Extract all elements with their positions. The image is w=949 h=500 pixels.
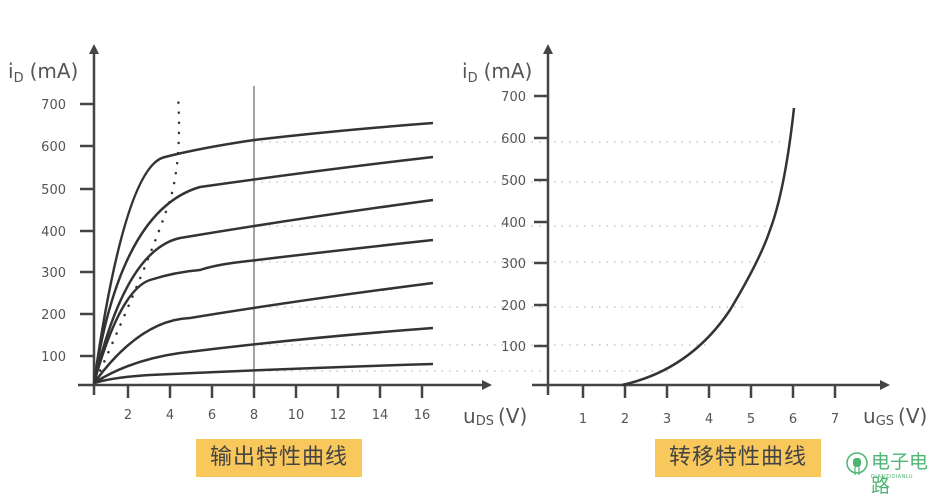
transfer-curve — [621, 107, 796, 387]
output-curve-3 — [92, 281, 434, 384]
svg-text:2: 2 — [124, 408, 132, 423]
svg-text:6: 6 — [789, 412, 797, 427]
output-curve-5 — [92, 198, 434, 384]
svg-text:200: 200 — [501, 299, 526, 314]
right-x-axis-arrow — [880, 380, 890, 390]
svg-text:300: 300 — [41, 266, 66, 281]
svg-text:1: 1 — [579, 412, 587, 427]
svg-text:100: 100 — [41, 350, 66, 365]
svg-text:3: 3 — [663, 412, 671, 427]
logo-subtext: DIANZIDIANLU — [871, 474, 914, 480]
svg-text:12: 12 — [330, 408, 347, 423]
svg-text:600: 600 — [41, 140, 66, 155]
svg-text:300: 300 — [501, 257, 526, 272]
svg-text:7: 7 — [831, 412, 839, 427]
output-characteristics-caption: 输出特性曲线 — [196, 439, 363, 477]
svg-text:4: 4 — [705, 412, 713, 427]
logo: 电子电路 DIANZIDIANLU — [845, 450, 945, 497]
svg-text:400: 400 — [41, 225, 66, 240]
output-curve-4 — [92, 238, 434, 384]
output-curves — [92, 121, 434, 385]
left-x-axis-title: uDS (V) — [463, 404, 527, 429]
svg-text:100: 100 — [501, 340, 526, 355]
output-curve-2 — [93, 326, 434, 385]
svg-text:8: 8 — [250, 408, 258, 423]
svg-text:5: 5 — [747, 412, 755, 427]
svg-text:700: 700 — [501, 90, 526, 105]
led-icon — [846, 452, 868, 475]
right-y-axis-title: iD (mA) — [462, 59, 532, 86]
left-chart: 700 600 500 400 300 200 100 2 4 6 8 10 1… — [8, 44, 527, 429]
output-curve-1 — [93, 362, 434, 385]
transfer-characteristics-caption: 转移特性曲线 — [655, 439, 822, 477]
output-curve-7 — [92, 121, 434, 384]
output-curve-6 — [92, 155, 434, 384]
linking-dotted-lines — [254, 141, 780, 372]
svg-text:14: 14 — [372, 408, 389, 423]
logo-text: 电子电路 — [871, 451, 929, 497]
svg-text:500: 500 — [501, 174, 526, 189]
right-x-axis-title: uGS (V) — [863, 404, 927, 429]
svg-text:6: 6 — [208, 408, 216, 423]
svg-text:400: 400 — [501, 216, 526, 231]
svg-text:16: 16 — [414, 408, 431, 423]
right-y-axis-arrow — [543, 44, 553, 54]
svg-text:500: 500 — [41, 183, 66, 198]
svg-text:200: 200 — [41, 308, 66, 323]
svg-text:600: 600 — [501, 132, 526, 147]
right-chart: 700 600 500 400 300 200 100 1 2 3 4 5 6 … — [462, 44, 927, 429]
left-x-axis-arrow — [482, 380, 492, 390]
svg-text:2: 2 — [621, 412, 629, 427]
left-y-axis-title: iD (mA) — [8, 59, 78, 86]
left-y-axis-arrow — [89, 44, 99, 54]
svg-text:700: 700 — [41, 98, 66, 113]
svg-text:10: 10 — [288, 408, 305, 423]
svg-text:4: 4 — [166, 408, 174, 423]
